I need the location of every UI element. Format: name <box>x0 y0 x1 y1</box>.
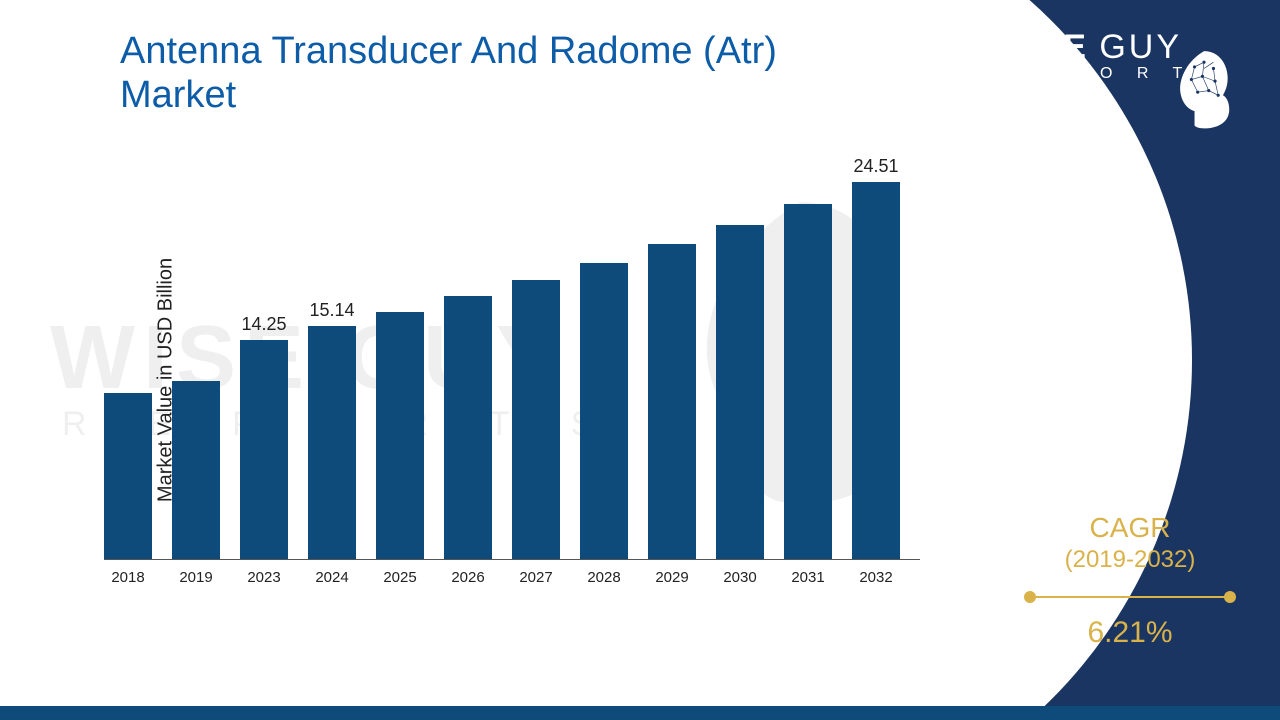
x-tick-label: 2029 <box>655 569 688 586</box>
x-tick-label: 2031 <box>791 569 824 586</box>
chart-title-wrap: Antenna Transducer And Radome (Atr) Mark… <box>120 30 880 117</box>
cagr-block: CAGR (2019-2032) 6.21% <box>1020 512 1240 650</box>
bar-value-label: 15.14 <box>309 300 354 321</box>
bar <box>104 393 152 559</box>
x-tick-label: 2024 <box>315 569 348 586</box>
x-tick-label: 2025 <box>383 569 416 586</box>
cagr-value: 6.21% <box>1020 616 1240 650</box>
bar <box>648 244 696 559</box>
logo-text-1: WISE <box>990 28 1089 66</box>
bar <box>580 263 628 559</box>
x-tick-label: 2018 <box>111 569 144 586</box>
chart-plot: 20182019202314.25202415.1420252026202720… <box>104 160 920 560</box>
x-tick-label: 2027 <box>519 569 552 586</box>
x-tick-label: 2019 <box>179 569 212 586</box>
bar <box>240 340 288 559</box>
bar <box>444 296 492 559</box>
chart-title: Antenna Transducer And Radome (Atr) Mark… <box>120 30 880 117</box>
x-tick-label: 2026 <box>451 569 484 586</box>
bar <box>308 326 356 559</box>
x-tick-label: 2032 <box>859 569 892 586</box>
bar <box>172 381 220 559</box>
bar-value-label: 24.51 <box>853 156 898 177</box>
bar <box>716 225 764 559</box>
x-tick-label: 2030 <box>723 569 756 586</box>
logo-text-2: GUY <box>1099 28 1182 66</box>
bar <box>376 312 424 559</box>
cagr-label: CAGR <box>1020 512 1240 544</box>
x-axis-line <box>104 559 920 560</box>
chart-area: Market Value in USD Billion 201820192023… <box>80 160 920 600</box>
cagr-divider <box>1030 596 1230 598</box>
bottom-bar <box>0 706 1280 720</box>
x-tick-label: 2028 <box>587 569 620 586</box>
bar-value-label: 14.25 <box>241 314 286 335</box>
cagr-range: (2019-2032) <box>1020 546 1240 574</box>
head-icon <box>1172 48 1236 130</box>
bar <box>784 204 832 559</box>
bar <box>852 182 900 559</box>
x-tick-label: 2023 <box>247 569 280 586</box>
bar <box>512 280 560 559</box>
brand-logo: WISE GUY R E P O R T S <box>990 28 1250 83</box>
